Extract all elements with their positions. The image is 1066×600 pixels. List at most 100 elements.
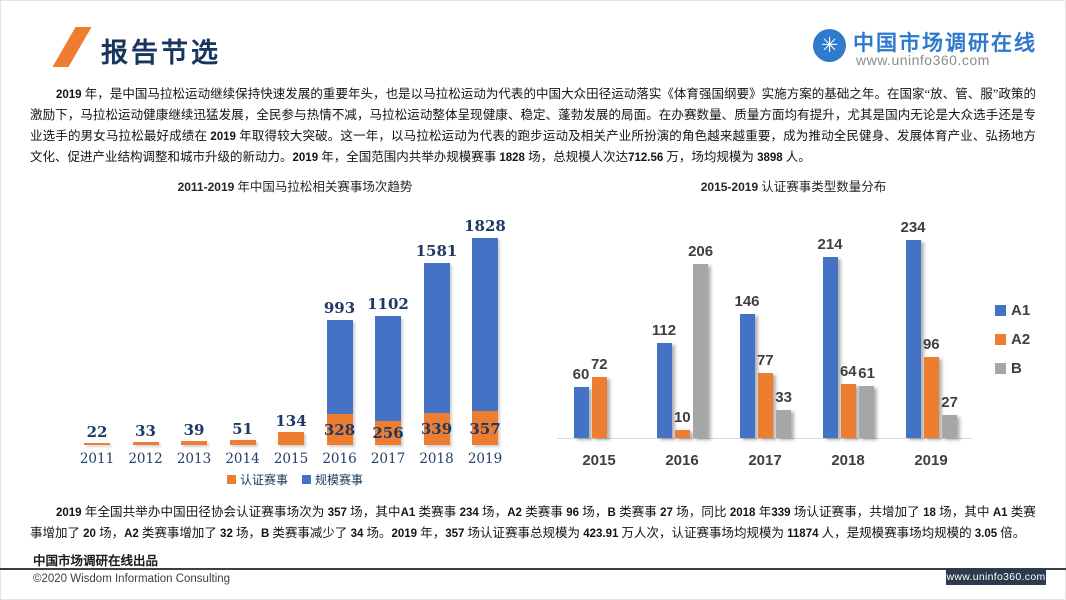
legend-label: 规模赛事 bbox=[315, 473, 364, 487]
x-axis-label: 2012 bbox=[128, 451, 163, 467]
segment-certified-events bbox=[229, 440, 256, 445]
legend-label: B bbox=[1011, 360, 1022, 377]
chart-title-text: 认证赛事类型数量分布 bbox=[758, 180, 887, 194]
legend-label: 认证赛事 bbox=[239, 473, 288, 487]
stacked-bar-2019 bbox=[472, 238, 498, 445]
legend-item-认证赛事: 认证赛事 bbox=[226, 471, 288, 488]
footer-produced-by: 中国市场调研在线出品 bbox=[33, 554, 159, 568]
legend-item-规模赛事: 规模赛事 bbox=[302, 471, 363, 488]
total-value-label: 1828 bbox=[464, 217, 506, 236]
legend-item-B: B bbox=[995, 360, 1030, 377]
bar-value-label: 96 bbox=[922, 335, 940, 353]
bar-value-label: 234 bbox=[900, 219, 926, 237]
chart-title-years: 2015-2019 bbox=[700, 180, 759, 194]
bar-B-2019 bbox=[942, 415, 958, 438]
certified-value-label: 256 bbox=[372, 424, 404, 443]
chart-title-years: 2011-2019 bbox=[177, 180, 235, 194]
intro-paragraph: 2019 年，是中国马拉松运动继续保持快速发展的重要年头，也是以马拉松运动为代表… bbox=[30, 87, 1036, 165]
x-axis-label: 2017 bbox=[748, 452, 782, 469]
segment-certified-events bbox=[423, 412, 450, 445]
legend-label: A1 bbox=[1011, 302, 1031, 319]
total-value-label: 1581 bbox=[415, 242, 458, 261]
footer-divider bbox=[0, 568, 1066, 570]
chart-title: 2011-2019 年中国马拉松相关赛事场次趋势 bbox=[60, 176, 530, 195]
bar-B-2018 bbox=[859, 386, 875, 438]
legend-label: A2 bbox=[1011, 331, 1031, 348]
bar-value-label: 206 bbox=[688, 242, 714, 260]
bar-value-label: 77 bbox=[756, 351, 774, 369]
chart-title: 2015-2019 认证赛事类型数量分布 bbox=[557, 176, 1030, 195]
chart-certified-types: 2015-2019 认证赛事类型数量分布 60 72 2015 112 10 206 201… bbox=[545, 170, 1066, 495]
page-title: 报告节选 bbox=[101, 38, 221, 68]
footer-copyright: ©2020 Wisdom Information Consulting bbox=[33, 573, 231, 585]
certified-value-label: 22 bbox=[86, 422, 108, 441]
x-axis-label: 2015 bbox=[582, 452, 616, 469]
slash-icon bbox=[52, 27, 92, 67]
bar-A2-2018 bbox=[840, 383, 856, 438]
segment-certified-events bbox=[472, 411, 498, 445]
segment-scale-events bbox=[375, 316, 401, 421]
bar-A2-2015 bbox=[591, 377, 607, 438]
bar-value-label: 214 bbox=[817, 235, 843, 253]
stacked-bar-2013 bbox=[181, 441, 207, 445]
legend-swatch bbox=[995, 363, 1006, 374]
stacked-bar-2011 bbox=[84, 442, 110, 445]
segment-certified-events bbox=[278, 432, 304, 445]
segment-certified-events bbox=[375, 420, 401, 445]
certified-value-label: 328 bbox=[323, 420, 356, 439]
bar-A2-2019 bbox=[923, 356, 939, 438]
stacked-bar-2012 bbox=[132, 441, 159, 445]
x-axis-label: 2016 bbox=[665, 452, 699, 469]
total-value-label: 993 bbox=[323, 298, 356, 317]
legend-swatch bbox=[226, 475, 236, 484]
snowflake-icon: ✳ bbox=[820, 34, 839, 57]
segment-certified-events bbox=[326, 413, 353, 445]
legend-swatch bbox=[995, 305, 1006, 316]
x-axis-label: 2014 bbox=[225, 451, 260, 467]
x-axis-label: 2019 bbox=[467, 451, 503, 467]
stacked-bar-2015 bbox=[278, 432, 304, 445]
footer-url-badge[interactable]: www.uninfo360.com bbox=[946, 568, 1046, 585]
x-axis-label: 2018 bbox=[419, 451, 454, 467]
brand-name: 中国市场调研在线 bbox=[853, 32, 1037, 55]
certified-value-label: 339 bbox=[420, 420, 453, 439]
x-axis-label: 2013 bbox=[176, 451, 212, 467]
closing-paragraph: 2019 年全国共举办中国田径协会认证赛事场次为 357 场，其中A1 类赛事 … bbox=[30, 505, 1036, 541]
x-axis-label: 2011 bbox=[79, 451, 115, 467]
certified-value-label: 51 bbox=[232, 420, 253, 439]
bar-A1-2016 bbox=[656, 343, 672, 438]
bar-value-label: 60 bbox=[572, 366, 590, 384]
segment-scale-events bbox=[423, 263, 450, 413]
certified-value-label: 39 bbox=[183, 421, 205, 440]
stacked-bar-2017 bbox=[375, 316, 401, 445]
chart-legend: 认证赛事 规模赛事 bbox=[60, 471, 530, 488]
chart-legend: A1 A2 B bbox=[995, 302, 1030, 377]
x-axis-label: 2017 bbox=[370, 451, 406, 467]
bar-value-label: 72 bbox=[590, 356, 608, 374]
chart-marathon-trend: 2011-2019 年中国马拉松相关赛事场次趋势 22 2011 33 2012 39 2… bbox=[60, 170, 530, 495]
x-axis-label: 2018 bbox=[831, 452, 865, 469]
legend-swatch bbox=[302, 475, 311, 484]
legend-swatch bbox=[995, 334, 1006, 345]
bar-value-label: 10 bbox=[673, 408, 691, 426]
segment-scale-events bbox=[472, 238, 498, 412]
segment-certified-events bbox=[84, 442, 110, 445]
segment-scale-events bbox=[326, 319, 353, 414]
certified-value-label: 357 bbox=[469, 419, 501, 438]
bar-A1-2019 bbox=[905, 240, 921, 438]
bar-A2-2017 bbox=[757, 372, 773, 438]
x-axis-label: 2019 bbox=[914, 452, 948, 469]
bar-value-label: 64 bbox=[839, 362, 857, 380]
legend-item-A2: A2 bbox=[995, 331, 1030, 348]
bar-value-label: 33 bbox=[775, 389, 792, 407]
bar-A1-2018 bbox=[822, 256, 838, 438]
legend-item-A1: A1 bbox=[995, 302, 1030, 319]
bar-value-label: 27 bbox=[941, 394, 958, 412]
brand-logo: ✳ bbox=[813, 29, 846, 62]
brand-url-link[interactable]: www.uninfo360.com bbox=[856, 52, 990, 68]
x-axis-line bbox=[557, 438, 972, 439]
stacked-bar-2018 bbox=[423, 263, 450, 445]
stacked-bar-2016 bbox=[326, 319, 353, 445]
x-axis-label: 2015 bbox=[273, 451, 309, 467]
